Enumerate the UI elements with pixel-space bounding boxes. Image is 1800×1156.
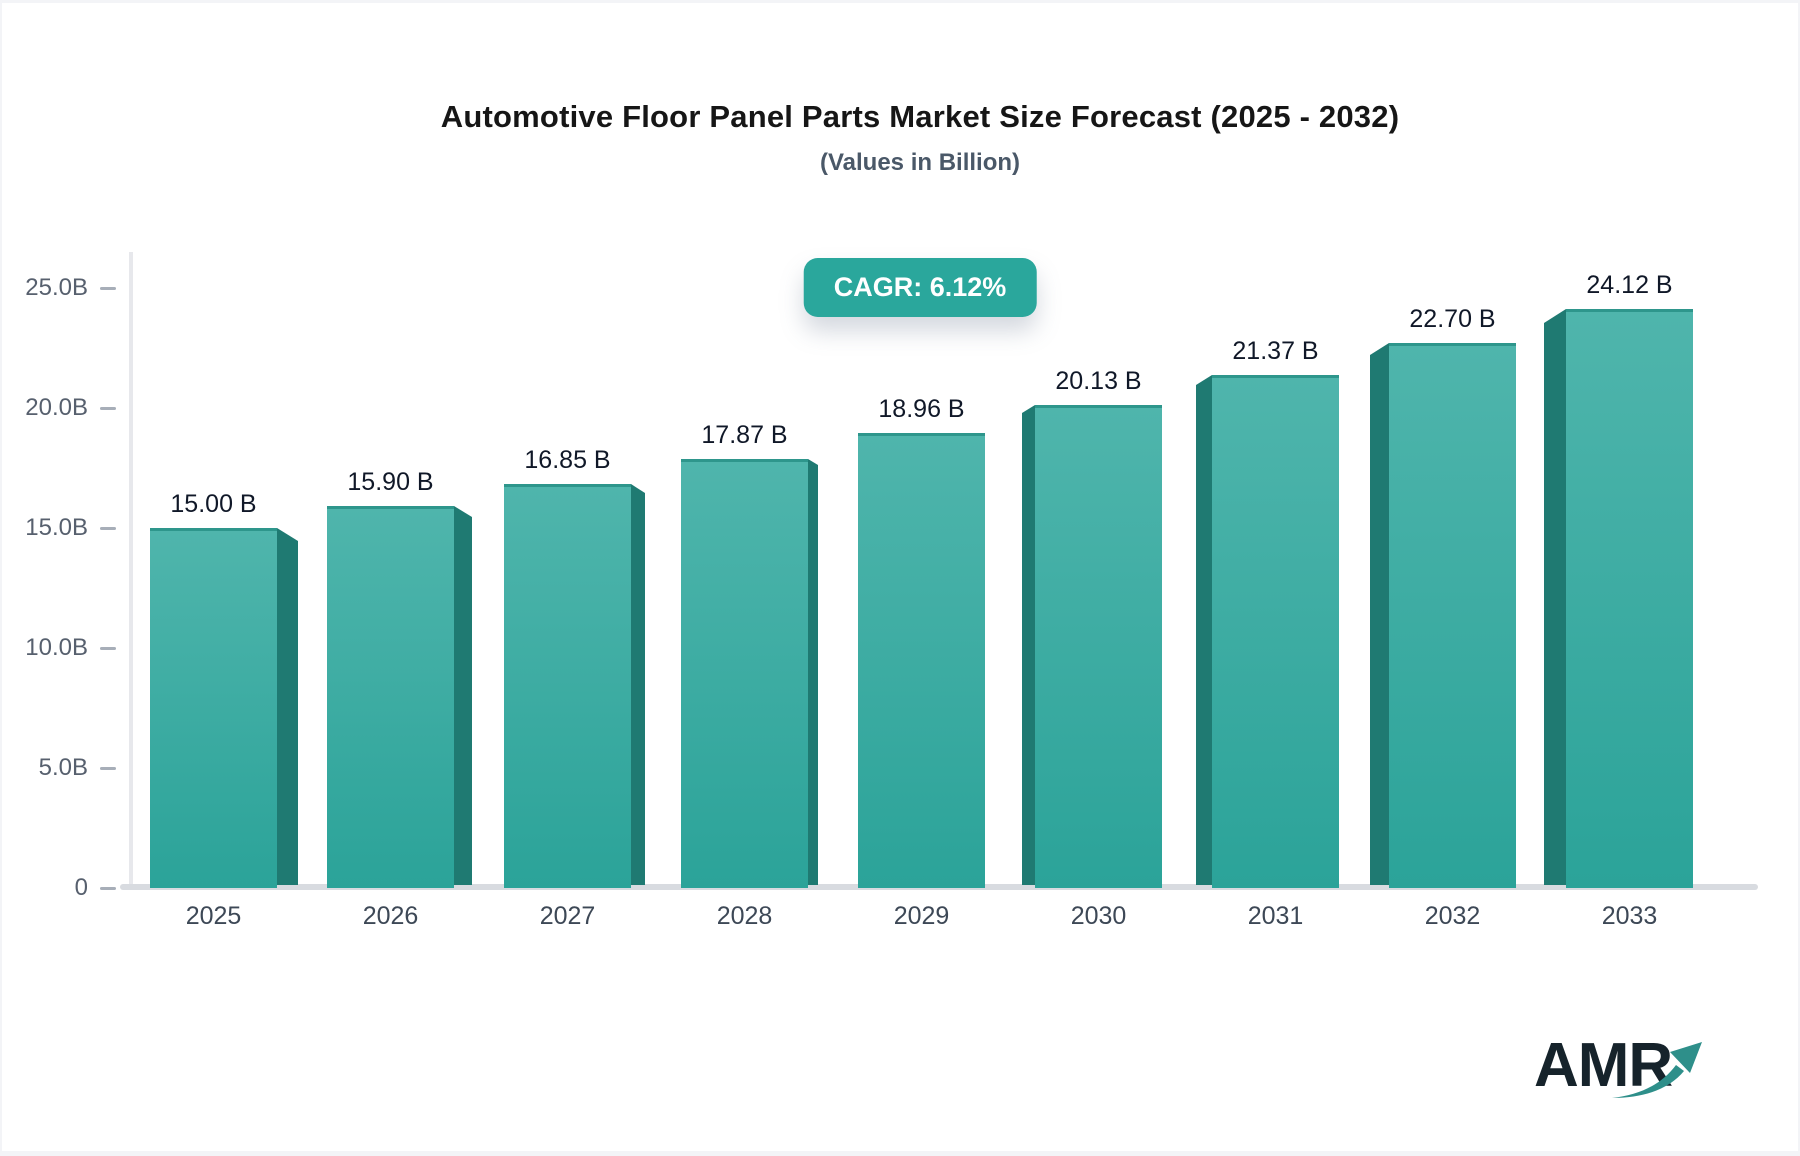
bar-side [277, 528, 298, 885]
bar-face [1566, 309, 1693, 888]
y-tick-label: 5.0B [38, 754, 88, 781]
y-tick-label: 0 [74, 874, 88, 901]
bar-value-label: 22.70 B [1409, 305, 1496, 333]
bar-value-label: 21.37 B [1232, 337, 1319, 365]
y-tick-label: 15.0B [25, 514, 88, 541]
logo-arrow-head [1670, 1042, 1702, 1073]
bar-value-label: 24.12 B [1586, 271, 1673, 299]
x-tick-label: 2026 [362, 902, 419, 930]
logo-arrow-swoosh [1612, 1065, 1684, 1098]
bar-face [858, 433, 985, 888]
bar-side [808, 459, 818, 885]
y-tick-label: 20.0B [25, 394, 88, 421]
y-tick-label: 25.0B [25, 274, 88, 301]
bar-face [150, 528, 277, 888]
bar-side [1544, 309, 1566, 885]
y-tick-mark [100, 886, 116, 890]
x-tick-label: 2025 [185, 902, 242, 930]
x-tick-label: 2033 [1601, 902, 1658, 930]
y-tick-mark [100, 766, 116, 770]
bar-value-label: 17.87 B [701, 421, 788, 449]
chart-subtitle: (Values in Billion) [819, 149, 1021, 176]
x-tick-label: 2029 [893, 902, 950, 930]
bar-face [1389, 343, 1516, 888]
x-tick-label: 2031 [1247, 902, 1304, 930]
y-axis-line [129, 252, 133, 888]
bar-side [1022, 405, 1035, 885]
bar-side [1196, 375, 1212, 885]
chart-title: Automotive Floor Panel Parts Market Size… [440, 99, 1400, 134]
amr-logo-text: AMR [1534, 1031, 1673, 1100]
bar-side [454, 506, 472, 885]
x-tick-label: 2028 [716, 902, 773, 930]
y-tick-mark [100, 646, 116, 650]
x-tick-label: 2030 [1070, 902, 1127, 930]
bar-face [504, 484, 631, 888]
y-tick-label: 10.0B [25, 634, 88, 661]
y-tick-mark [100, 526, 116, 530]
bar-face [1035, 405, 1162, 888]
bar-value-label: 20.13 B [1055, 367, 1142, 395]
bar-face [327, 506, 454, 888]
y-tick-mark [100, 286, 116, 290]
bar-value-label: 15.90 B [347, 468, 434, 496]
bar-face [681, 459, 808, 888]
x-tick-label: 2032 [1424, 902, 1481, 930]
bar-value-label: 15.00 B [170, 490, 257, 518]
logo-growth-arrow-icon [1612, 1042, 1702, 1098]
bar-value-label: 18.96 B [878, 395, 965, 423]
amr-logo: AMR [1534, 1031, 1714, 1108]
bar-face [1212, 375, 1339, 888]
bar-side [631, 484, 645, 885]
cagr-badge: CAGR: 6.12% [803, 258, 1037, 317]
bar-value-label: 16.85 B [524, 446, 611, 474]
bar-side [1370, 343, 1389, 885]
x-tick-label: 2027 [539, 902, 596, 930]
y-tick-mark [100, 406, 116, 410]
